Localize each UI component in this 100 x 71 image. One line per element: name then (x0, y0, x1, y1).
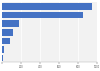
Bar (2, 12, 83, 18)
Bar (2, 29, 13, 36)
Bar (2, 20, 19, 27)
Bar (2, 46, 4, 53)
Bar (2, 55, 3, 61)
Bar (2, 38, 10, 44)
Bar (2, 3, 92, 10)
